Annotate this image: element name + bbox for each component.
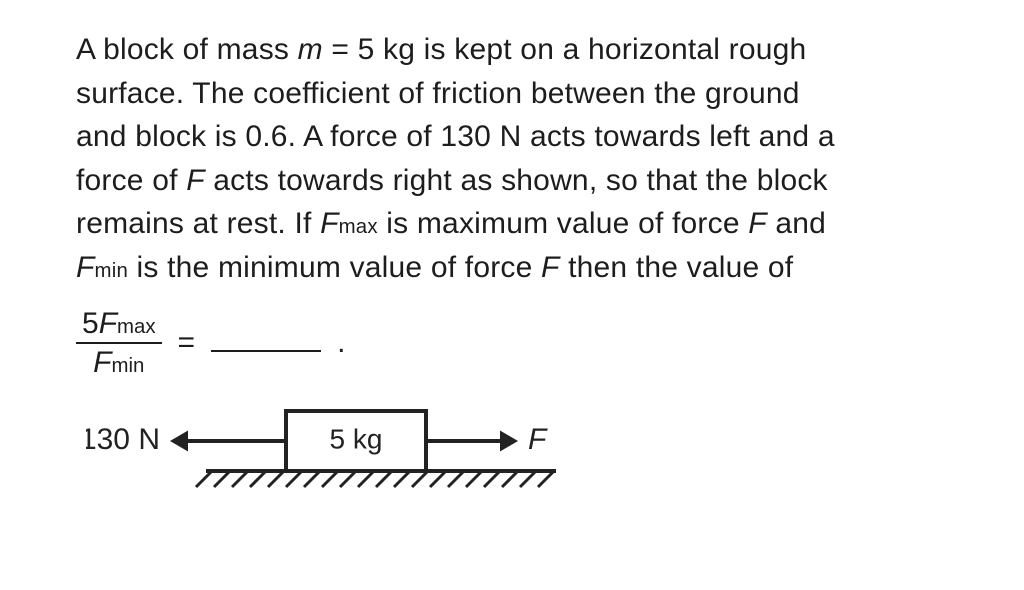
text: remains at rest. If <box>76 207 320 240</box>
text: is the minimum value of force <box>128 251 541 284</box>
ground-hatch <box>484 471 500 487</box>
ground-hatch <box>376 471 392 487</box>
problem-statement: A block of mass m = 5 kg is kept on a ho… <box>76 28 972 289</box>
text: . A force of <box>288 120 441 153</box>
diagram-svg: 5 kg 130 N F <box>86 401 556 511</box>
num-var: F <box>99 307 117 340</box>
fraction-denominator: Fmin <box>87 346 150 379</box>
text: A block of mass <box>76 33 298 66</box>
period: . <box>337 326 345 360</box>
equals-sign: = <box>178 326 196 360</box>
ground-hatch <box>286 471 302 487</box>
mu-value: 0.6 <box>245 120 287 153</box>
ground-hatch <box>214 471 230 487</box>
Fmax-sub: max <box>339 216 378 238</box>
fraction-expression: 5Fmax Fmin = . <box>76 307 972 379</box>
free-body-diagram: 5 kg 130 N F <box>86 401 972 516</box>
text: is maximum value of force <box>378 207 749 240</box>
ground-hatch <box>340 471 356 487</box>
ground-hatch <box>502 471 518 487</box>
Fmin-var: F <box>76 251 95 284</box>
page: A block of mass m = 5 kg is kept on a ho… <box>0 0 1024 536</box>
Fmax-var: F <box>320 207 339 240</box>
ground-hatch <box>394 471 410 487</box>
den-sub: min <box>112 355 145 377</box>
ground-hatch <box>412 471 428 487</box>
text: and <box>767 207 826 240</box>
num-sub: max <box>117 316 156 338</box>
fraction: 5Fmax Fmin <box>76 307 162 379</box>
answer-blank <box>211 334 321 353</box>
F-var: F <box>748 207 767 240</box>
right-arrow-head <box>500 431 518 452</box>
ground-hatch <box>430 471 446 487</box>
text: force of <box>76 164 186 197</box>
ground-hatch <box>196 471 212 487</box>
text: then the value of <box>560 251 794 284</box>
mass-var: m <box>298 33 323 66</box>
ground-hatch <box>322 471 338 487</box>
block-label: 5 kg <box>330 423 383 454</box>
mass-value: 5 <box>358 33 375 66</box>
Fmin-sub: min <box>95 260 128 282</box>
ground-hatch <box>268 471 284 487</box>
left-force-value: 130 N <box>440 120 521 153</box>
text: acts towards left and a <box>521 120 834 153</box>
text: kg is kept on a horizontal rough <box>375 33 807 66</box>
left-force-label: 130 N <box>86 423 160 456</box>
fraction-numerator: 5Fmax <box>76 307 162 340</box>
den-var: F <box>93 346 111 379</box>
left-arrow-head <box>170 431 188 452</box>
fraction-bar <box>76 342 162 344</box>
text: surface. The coefficient of friction bet… <box>76 77 800 110</box>
right-force-label: F <box>528 423 548 456</box>
text: acts towards right as shown, so that the… <box>205 164 828 197</box>
ground-hatch <box>448 471 464 487</box>
num-coeff: 5 <box>82 307 99 340</box>
ground-hatch <box>466 471 482 487</box>
ground-hatch <box>304 471 320 487</box>
F-var: F <box>541 251 560 284</box>
F-var: F <box>186 164 205 197</box>
text: = <box>323 33 358 66</box>
ground-hatch <box>358 471 374 487</box>
text: and block is <box>76 120 245 153</box>
ground-hatch <box>538 471 554 487</box>
ground-hatch <box>520 471 536 487</box>
ground-hatch <box>250 471 266 487</box>
ground-hatch <box>232 471 248 487</box>
